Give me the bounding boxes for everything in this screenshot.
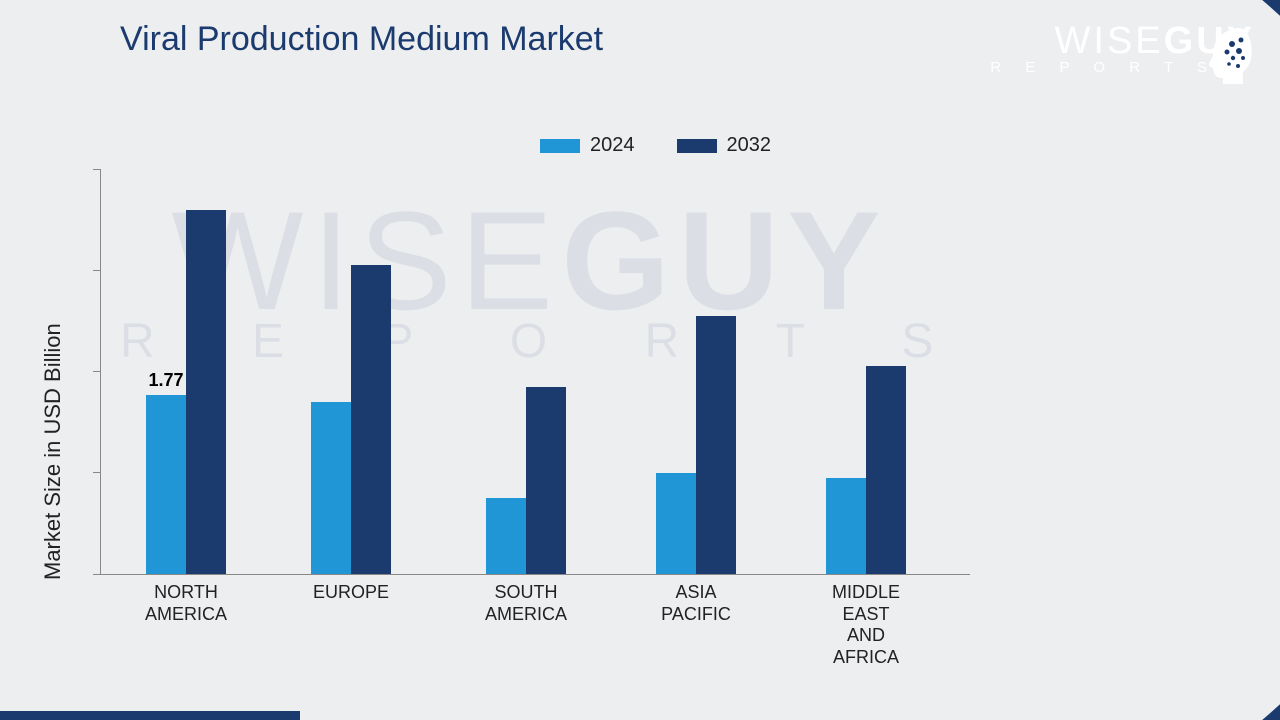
legend-label-2024: 2024 — [590, 134, 635, 157]
bar — [351, 265, 391, 574]
legend-label-2032: 2032 — [727, 134, 772, 157]
y-axis-label: Market Size in USD Billion — [40, 323, 66, 580]
bar — [146, 395, 186, 574]
bar-group: SOUTH AMERICA — [471, 170, 581, 574]
category-label: ASIA PACIFIC — [631, 574, 761, 625]
chart-title: Viral Production Medium Market — [120, 20, 603, 59]
bar — [311, 402, 351, 574]
bar — [866, 366, 906, 574]
brand-panel: WISEGUY R E P O R T S — [960, 0, 1280, 720]
brand-logo: WISEGUY R E P O R T S — [985, 20, 1255, 76]
category-label: SOUTH AMERICA — [461, 574, 591, 625]
category-label: EUROPE — [286, 574, 416, 604]
accent-bar — [0, 711, 300, 720]
legend-swatch-2032 — [677, 139, 717, 153]
chart-plot-area: 1.77NORTH AMERICA EUROPE SOUTH AMERICA ASIA… — [100, 170, 970, 575]
legend-item-2032: 2032 — [677, 134, 772, 157]
category-label: MIDDLE EAST AND AFRICA — [801, 574, 931, 668]
bar — [486, 498, 526, 574]
bar-group: ASIA PACIFIC — [641, 170, 751, 574]
legend-item-2024: 2024 — [540, 134, 635, 157]
logo-text-wise: WISE — [1055, 20, 1164, 62]
logo-head-icon — [1199, 24, 1259, 84]
bar — [696, 316, 736, 574]
bar-group: 1.77NORTH AMERICA — [131, 170, 241, 574]
bar-group: MIDDLE EAST AND AFRICA — [811, 170, 921, 574]
bar — [186, 210, 226, 575]
legend: 2024 2032 — [540, 134, 771, 157]
bar-group: EUROPE — [296, 170, 406, 574]
bar — [826, 478, 866, 574]
legend-swatch-2024 — [540, 139, 580, 153]
category-label: NORTH AMERICA — [121, 574, 251, 625]
bar — [656, 473, 696, 574]
bar — [526, 387, 566, 574]
